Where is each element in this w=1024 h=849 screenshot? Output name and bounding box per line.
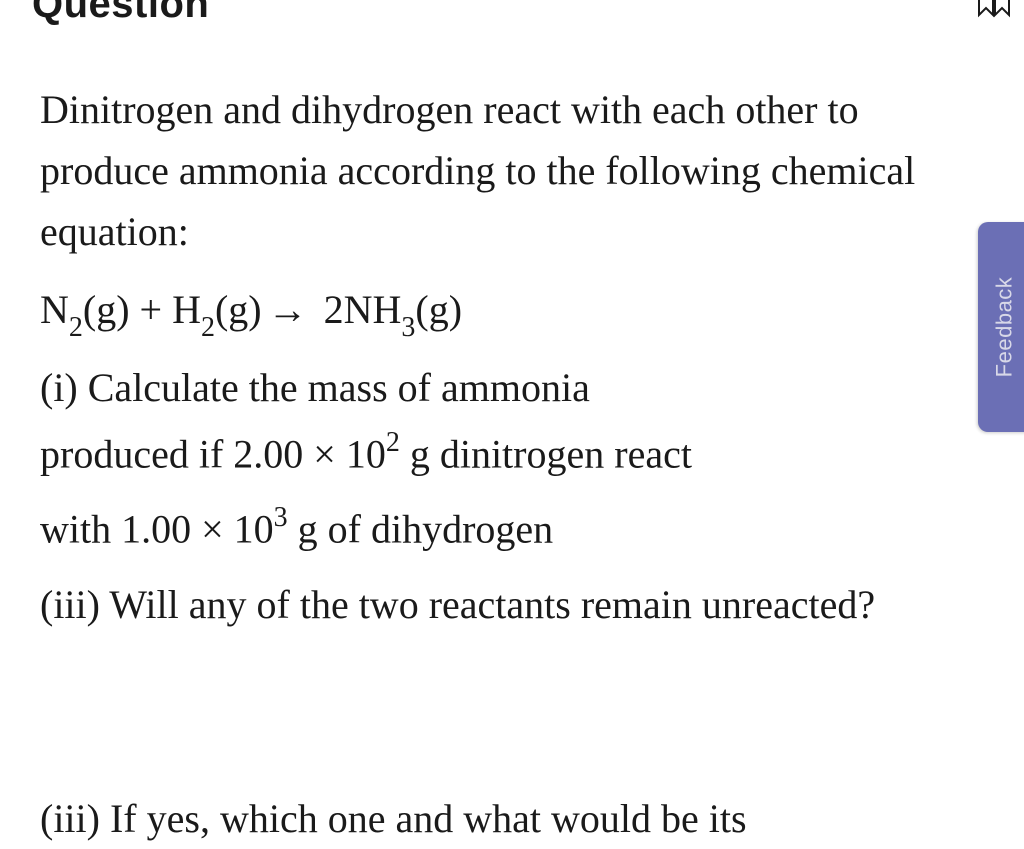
question-content: Dinitrogen and dihydrogen react with eac… [40,80,920,636]
part-i-line2: produced if 2.00 × 102 g dinitrogen reac… [40,423,920,485]
part-i-b1-sup: 2 [386,427,400,458]
bottom-cutoff-text: (iii) If yes, which one and what would b… [40,789,920,849]
part-i-b2: g dinitrogen react [400,432,692,477]
part-i-line1: (i) Calculate the mass of ammonia [40,357,920,419]
part-i-b1: produced if 2.00 × 10 [40,432,386,477]
reactant1-sub: 2 [69,312,83,343]
reactant2-state: (g) [215,287,262,332]
reactant1-state: (g) [83,287,130,332]
product-sub: 3 [401,312,415,343]
part-iii: (iii) Will any of the two reactants rema… [40,574,920,636]
part-i-c2: g of dihydrogen [288,506,554,551]
part-i-line3: with 1.00 × 103 g of dihydrogen [40,498,920,560]
reactant1-symbol: N [40,287,69,332]
chemical-equation: N2(g) + H2(g)→ 2NH3(g) [40,280,920,345]
feedback-label: Feedback [991,277,1017,378]
part-i-c1-sup: 3 [274,502,288,533]
reactant2-symbol: H [172,287,201,332]
product-state: (g) [415,287,462,332]
feedback-tab[interactable]: Feedback [978,222,1024,432]
reaction-arrow: → [268,280,308,340]
question-intro: Dinitrogen and dihydrogen react with eac… [40,80,920,262]
bookmark-icon [974,0,1014,15]
equation-plus: + [130,287,173,332]
header-fragment: Question [32,0,209,27]
reactant2-sub: 2 [201,312,215,343]
product-symbol: H [373,287,402,332]
part-i-c1: with 1.00 × 10 [40,506,274,551]
product-coeff: 2N [324,287,373,332]
